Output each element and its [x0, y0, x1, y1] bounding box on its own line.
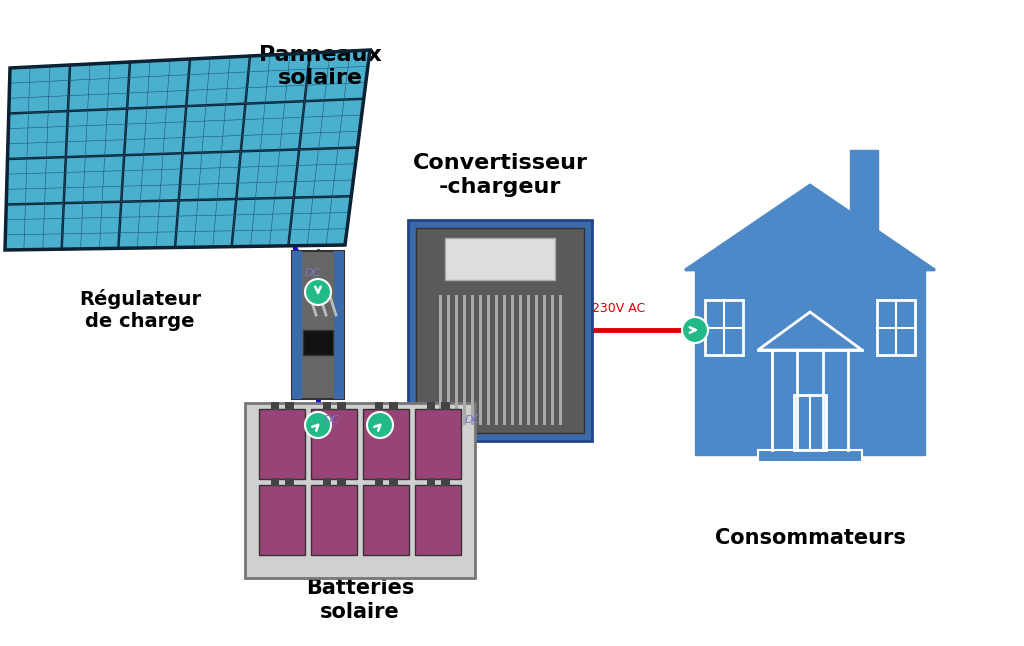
FancyBboxPatch shape [375, 402, 383, 410]
FancyBboxPatch shape [389, 477, 397, 486]
FancyBboxPatch shape [850, 150, 878, 230]
FancyBboxPatch shape [292, 251, 344, 399]
Circle shape [682, 317, 708, 343]
FancyBboxPatch shape [408, 220, 592, 441]
FancyBboxPatch shape [441, 477, 450, 486]
FancyBboxPatch shape [362, 484, 409, 554]
FancyBboxPatch shape [334, 251, 344, 399]
FancyBboxPatch shape [303, 330, 333, 355]
FancyBboxPatch shape [292, 251, 302, 399]
FancyBboxPatch shape [415, 408, 461, 479]
Text: Consommateurs: Consommateurs [715, 528, 905, 548]
FancyBboxPatch shape [445, 238, 555, 280]
FancyBboxPatch shape [311, 408, 357, 479]
FancyBboxPatch shape [427, 402, 435, 410]
Text: Panneaux
solaire: Panneaux solaire [259, 45, 381, 89]
Circle shape [305, 279, 331, 305]
FancyBboxPatch shape [270, 477, 279, 486]
FancyBboxPatch shape [389, 402, 397, 410]
FancyBboxPatch shape [311, 484, 357, 554]
Polygon shape [5, 50, 370, 250]
FancyBboxPatch shape [427, 477, 435, 486]
FancyBboxPatch shape [337, 402, 345, 410]
FancyBboxPatch shape [758, 450, 862, 462]
FancyBboxPatch shape [416, 227, 584, 433]
Text: DC: DC [324, 415, 340, 425]
FancyBboxPatch shape [259, 408, 305, 479]
FancyBboxPatch shape [695, 270, 925, 455]
Text: Batteries
solaire: Batteries solaire [306, 578, 414, 621]
FancyBboxPatch shape [337, 477, 345, 486]
FancyBboxPatch shape [259, 484, 305, 554]
Circle shape [367, 412, 393, 438]
FancyBboxPatch shape [415, 484, 461, 554]
Polygon shape [685, 185, 935, 270]
FancyBboxPatch shape [286, 477, 294, 486]
Text: DC: DC [465, 415, 481, 425]
FancyBboxPatch shape [375, 477, 383, 486]
FancyBboxPatch shape [323, 477, 331, 486]
Text: 230V AC: 230V AC [592, 302, 645, 315]
FancyBboxPatch shape [323, 402, 331, 410]
FancyBboxPatch shape [877, 300, 915, 355]
Circle shape [305, 412, 331, 438]
Text: Régulateur
de charge: Régulateur de charge [79, 289, 201, 331]
FancyBboxPatch shape [245, 402, 475, 578]
Text: Convertisseur
-chargeur: Convertisseur -chargeur [413, 153, 588, 196]
FancyBboxPatch shape [286, 402, 294, 410]
Text: DC: DC [305, 268, 322, 278]
FancyBboxPatch shape [362, 408, 409, 479]
FancyBboxPatch shape [441, 402, 450, 410]
FancyBboxPatch shape [705, 300, 743, 355]
FancyBboxPatch shape [270, 402, 279, 410]
